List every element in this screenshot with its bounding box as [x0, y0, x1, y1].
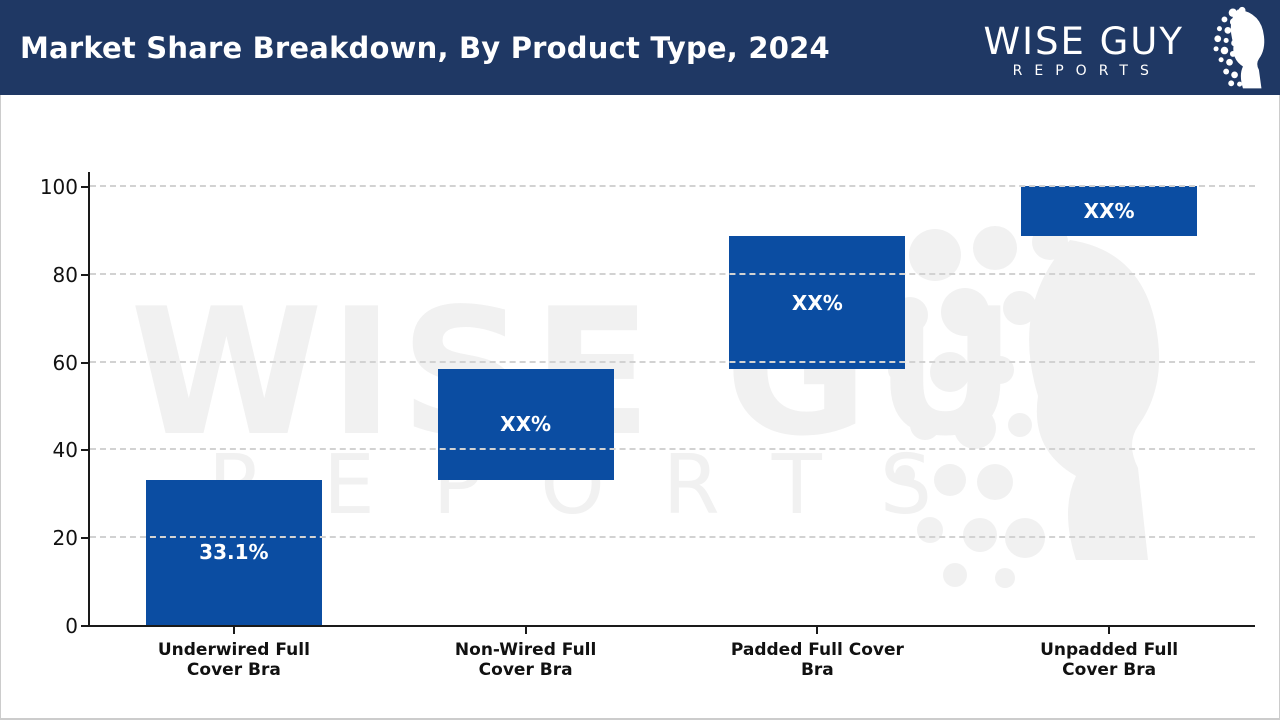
brand-logo: WISE GUY REPORTS — [984, 6, 1266, 94]
brand-subname: REPORTS — [1012, 62, 1161, 79]
bar — [437, 369, 614, 480]
y-axis-line — [88, 172, 90, 627]
brand-logo-text: WISE GUY REPORTS — [984, 23, 1184, 78]
x-category-label: Underwired Full Cover Bra — [158, 640, 310, 680]
x-category-label-line: Unpadded Full — [1040, 640, 1179, 660]
x-tick-mark — [816, 627, 819, 634]
x-category-label-line: Non-Wired Full — [454, 640, 597, 660]
y-tick-label: 40 — [52, 438, 78, 463]
x-tick-mark — [1108, 627, 1111, 634]
x-tick-mark — [232, 627, 235, 634]
gridline — [90, 185, 1255, 187]
y-tick-label: 60 — [52, 350, 78, 375]
x-category-label: Non-Wired Full Cover Bra — [455, 640, 596, 680]
gridline — [90, 536, 1255, 539]
left-border — [0, 95, 1, 720]
header-band: Market Share Breakdown, By Product Type,… — [0, 0, 1280, 95]
bar — [729, 236, 906, 370]
x-category-label-line: Cover Bra — [186, 660, 281, 680]
bar-value-label: XX% — [1083, 199, 1135, 224]
head-profile-dots-icon — [1188, 6, 1266, 94]
chart-title: Market Share Breakdown, By Product Type,… — [20, 30, 830, 65]
y-tick-label: 100 — [39, 175, 78, 199]
y-tick-mark — [81, 186, 88, 188]
y-tick-mark — [81, 273, 88, 276]
x-category-label-line: Bra — [800, 660, 834, 680]
x-category-label: Padded Full Cover Bra — [731, 640, 904, 680]
x-category-label-line: Cover Bra — [478, 660, 573, 680]
bar-value-label: XX% — [791, 290, 843, 315]
bar — [145, 479, 322, 625]
x-category-label: Unpadded Full Cover Bra — [1040, 640, 1178, 680]
y-tick-label: 20 — [52, 526, 78, 551]
gridline — [90, 360, 1255, 363]
bar-value-label: 33.1% — [199, 540, 269, 565]
y-tick-mark — [81, 449, 88, 452]
x-category-label-line: Cover Bra — [1062, 660, 1157, 680]
x-category-label-line: Padded Full Cover — [730, 640, 904, 660]
y-tick-mark — [81, 537, 88, 540]
gridline — [90, 272, 1255, 275]
y-tick-mark — [81, 361, 88, 364]
bottom-border — [0, 718, 1280, 720]
y-tick-label: 80 — [52, 262, 78, 287]
x-axis-line — [88, 625, 1255, 627]
y-tick-label: 0 — [65, 614, 78, 638]
bar — [1021, 186, 1198, 237]
x-category-label-line: Underwired Full — [157, 640, 310, 660]
bar-value-label: XX% — [500, 412, 552, 437]
gridline — [90, 448, 1255, 451]
x-tick-mark — [524, 627, 527, 634]
y-tick-mark — [81, 625, 88, 627]
brand-name: WISE GUY — [983, 19, 1184, 63]
